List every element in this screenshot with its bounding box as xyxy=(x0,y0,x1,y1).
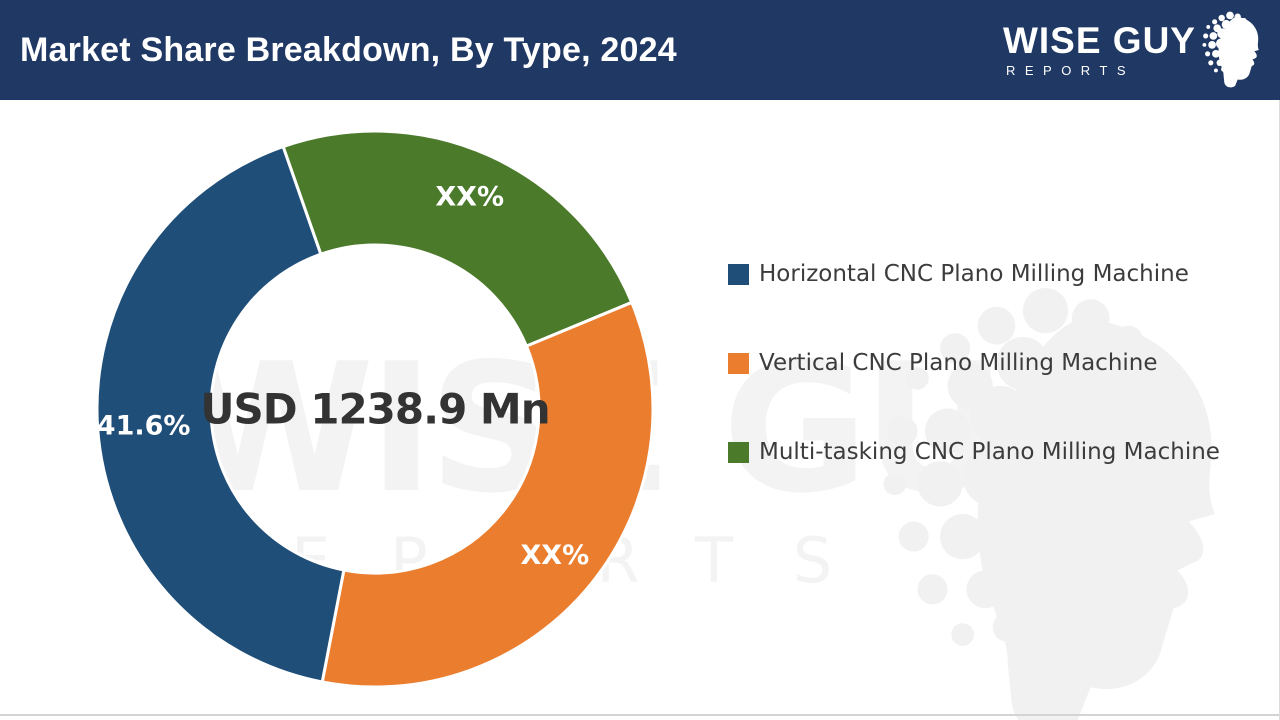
legend-label-0: Horizontal CNC Plano Milling Machine xyxy=(759,261,1189,287)
legend-item-1: Vertical CNC Plano Milling Machine xyxy=(728,341,1220,385)
face-icon xyxy=(1202,11,1259,88)
legend-swatch-0 xyxy=(728,263,749,285)
logo-subtitle: REPORTS xyxy=(1005,63,1136,78)
wedge-label-1: XX% xyxy=(520,540,589,571)
logo-name: WISE GUY xyxy=(1002,20,1196,61)
wise-guy-logo: WISE GUY REPORTS xyxy=(1003,10,1262,90)
wedge-label-0: 41.6% xyxy=(97,410,191,441)
page-title: Market Share Breakdown, By Type, 2024 xyxy=(20,30,677,69)
chart-legend: Horizontal CNC Plano Milling Machine Vert… xyxy=(728,252,1220,474)
legend-item-0: Horizontal CNC Plano Milling Machine xyxy=(728,252,1220,296)
legend-item-2: Multi-tasking CNC Plano Milling Machine xyxy=(728,430,1220,474)
legend-swatch-1 xyxy=(728,352,749,374)
wedge-label-2: XX% xyxy=(435,182,504,213)
legend-label-1: Vertical CNC Plano Milling Machine xyxy=(759,350,1158,376)
wedge-2[interactable] xyxy=(281,129,634,348)
header-bar: Market Share Breakdown, By Type, 2024 WI… xyxy=(0,0,1280,100)
legend-label-2: Multi-tasking CNC Plano Milling Machine xyxy=(759,439,1220,465)
logo-text: WISE GUY REPORTS xyxy=(1003,22,1196,78)
bottom-divider xyxy=(0,714,1280,716)
legend-swatch-2 xyxy=(728,441,749,463)
donut-center-value: USD 1238.9 Mn xyxy=(200,384,550,434)
wedge-0[interactable] xyxy=(95,145,346,684)
wedge-1[interactable] xyxy=(320,300,655,689)
